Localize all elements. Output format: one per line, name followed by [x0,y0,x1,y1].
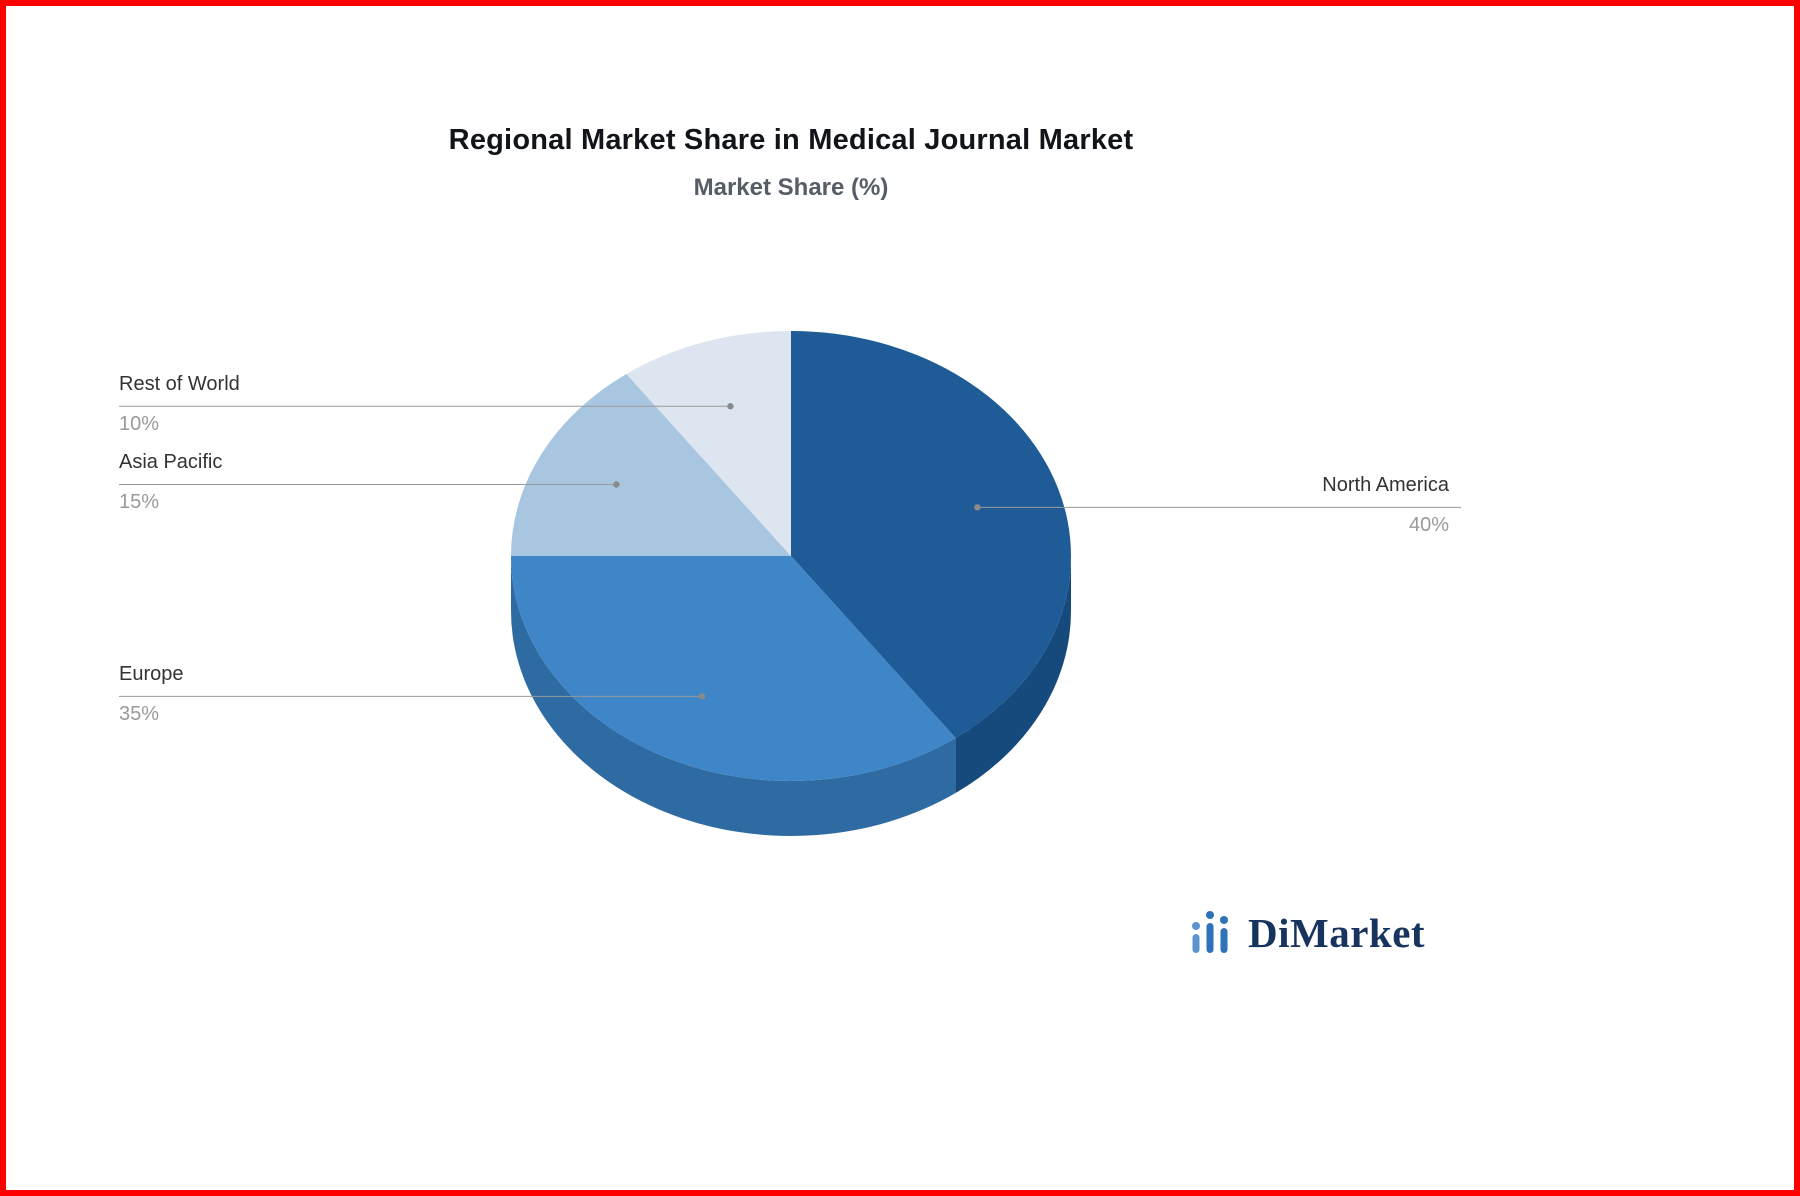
chart-title: Regional Market Share in Medical Journal… [448,124,1134,156]
anchor-dot [613,481,620,488]
pie-slice-top [626,331,791,556]
slice-label-name: North America [1322,474,1449,497]
pie-slice-top [791,331,1071,739]
pie-slice-side [955,556,1071,794]
pie-slice-side [511,556,956,837]
logo: DiMarket [1189,909,1425,957]
slice-label-name: Asia Pacific [119,451,223,474]
logo-text: DiMarket [1248,910,1426,956]
slice-label-value: 35% [119,703,160,726]
pie-slice-top [511,373,791,556]
anchor-dot [727,403,734,410]
pie-chart [119,331,1461,837]
bar-chart-dots-icon [1192,911,1228,953]
slice-label-value: 15% [119,491,160,514]
pie-slice-top [511,556,956,781]
chart-subtitle: Market Share (%) [693,174,889,201]
anchor-dot [974,504,981,511]
slice-label-name: Rest of World [119,373,240,396]
anchor-dot [698,693,706,700]
slice-label-value: 40% [1408,514,1449,537]
slice-label-name: Europe [119,663,184,686]
slice-label-value: 10% [119,413,160,436]
